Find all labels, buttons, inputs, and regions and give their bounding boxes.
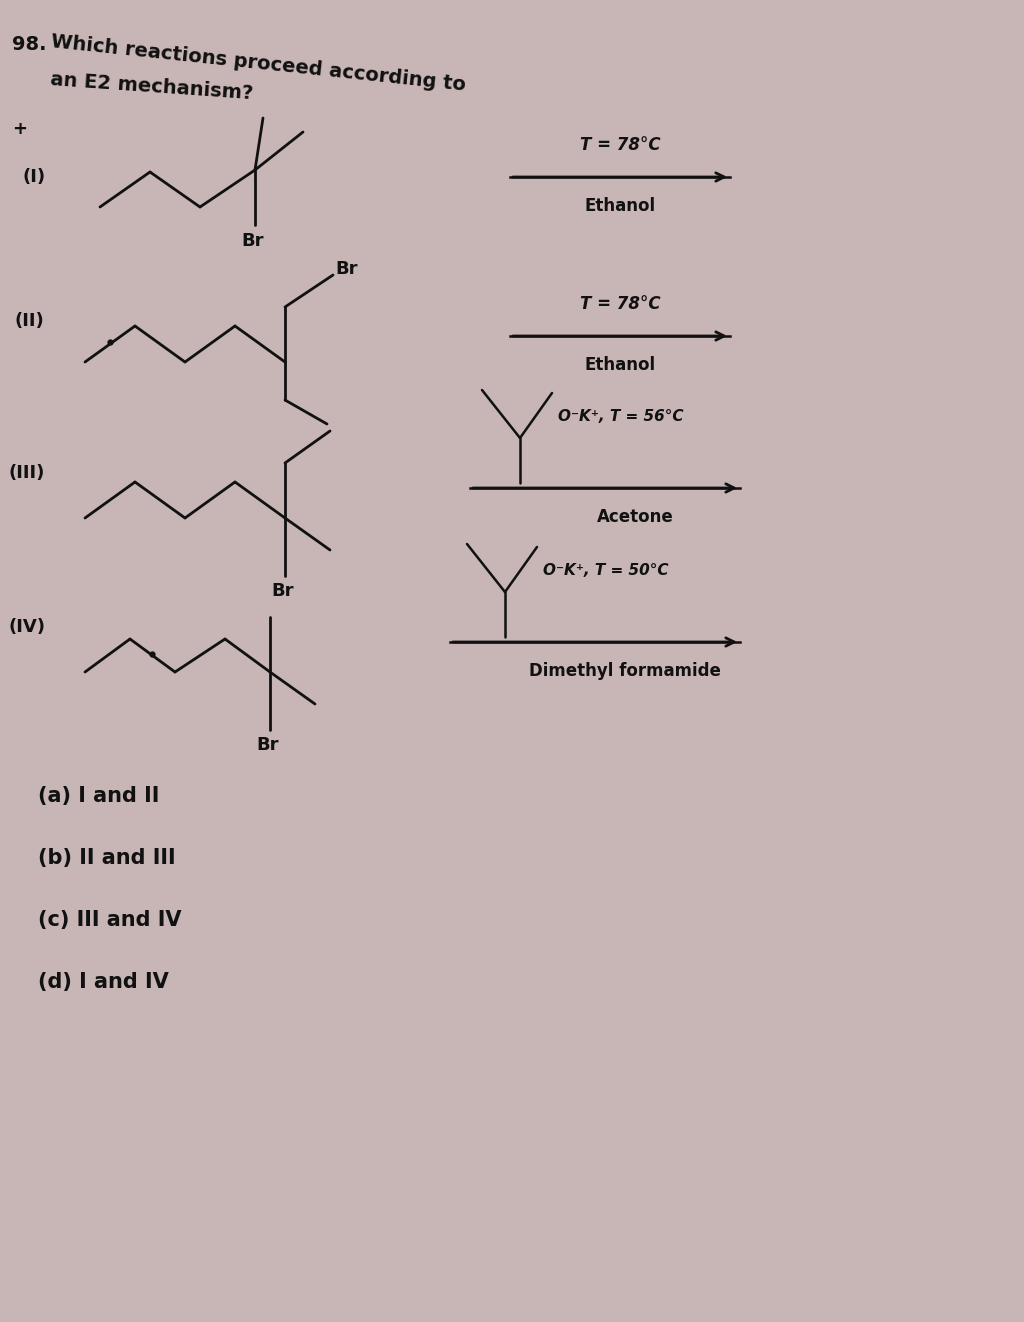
Text: (a) I and II: (a) I and II xyxy=(38,787,160,806)
Text: (b) II and III: (b) II and III xyxy=(38,847,176,869)
Text: T = 78°C: T = 78°C xyxy=(580,295,660,313)
Text: +: + xyxy=(12,120,27,137)
Text: (I): (I) xyxy=(22,168,45,186)
Text: Br: Br xyxy=(256,736,279,754)
Text: Acetone: Acetone xyxy=(597,508,674,526)
Text: an E2 mechanism?: an E2 mechanism? xyxy=(50,70,254,103)
Text: 98.: 98. xyxy=(12,34,46,54)
Text: (IV): (IV) xyxy=(8,617,45,636)
Text: Br: Br xyxy=(335,260,357,278)
Text: O⁻K⁺, T = 50°C: O⁻K⁺, T = 50°C xyxy=(543,562,669,578)
Text: Br: Br xyxy=(241,231,263,250)
Text: T = 78°C: T = 78°C xyxy=(580,136,660,153)
Text: Br: Br xyxy=(271,582,294,600)
Text: Which reactions proceed according to: Which reactions proceed according to xyxy=(50,32,467,94)
Text: (c) III and IV: (c) III and IV xyxy=(38,910,181,929)
Text: Ethanol: Ethanol xyxy=(585,197,655,215)
Text: O⁻K⁺, T = 56°C: O⁻K⁺, T = 56°C xyxy=(558,408,684,423)
Text: Ethanol: Ethanol xyxy=(585,356,655,374)
Text: (III): (III) xyxy=(8,464,44,483)
Text: (d) I and IV: (d) I and IV xyxy=(38,972,169,992)
Text: Dimethyl formamide: Dimethyl formamide xyxy=(529,662,721,680)
Text: (II): (II) xyxy=(15,312,45,330)
